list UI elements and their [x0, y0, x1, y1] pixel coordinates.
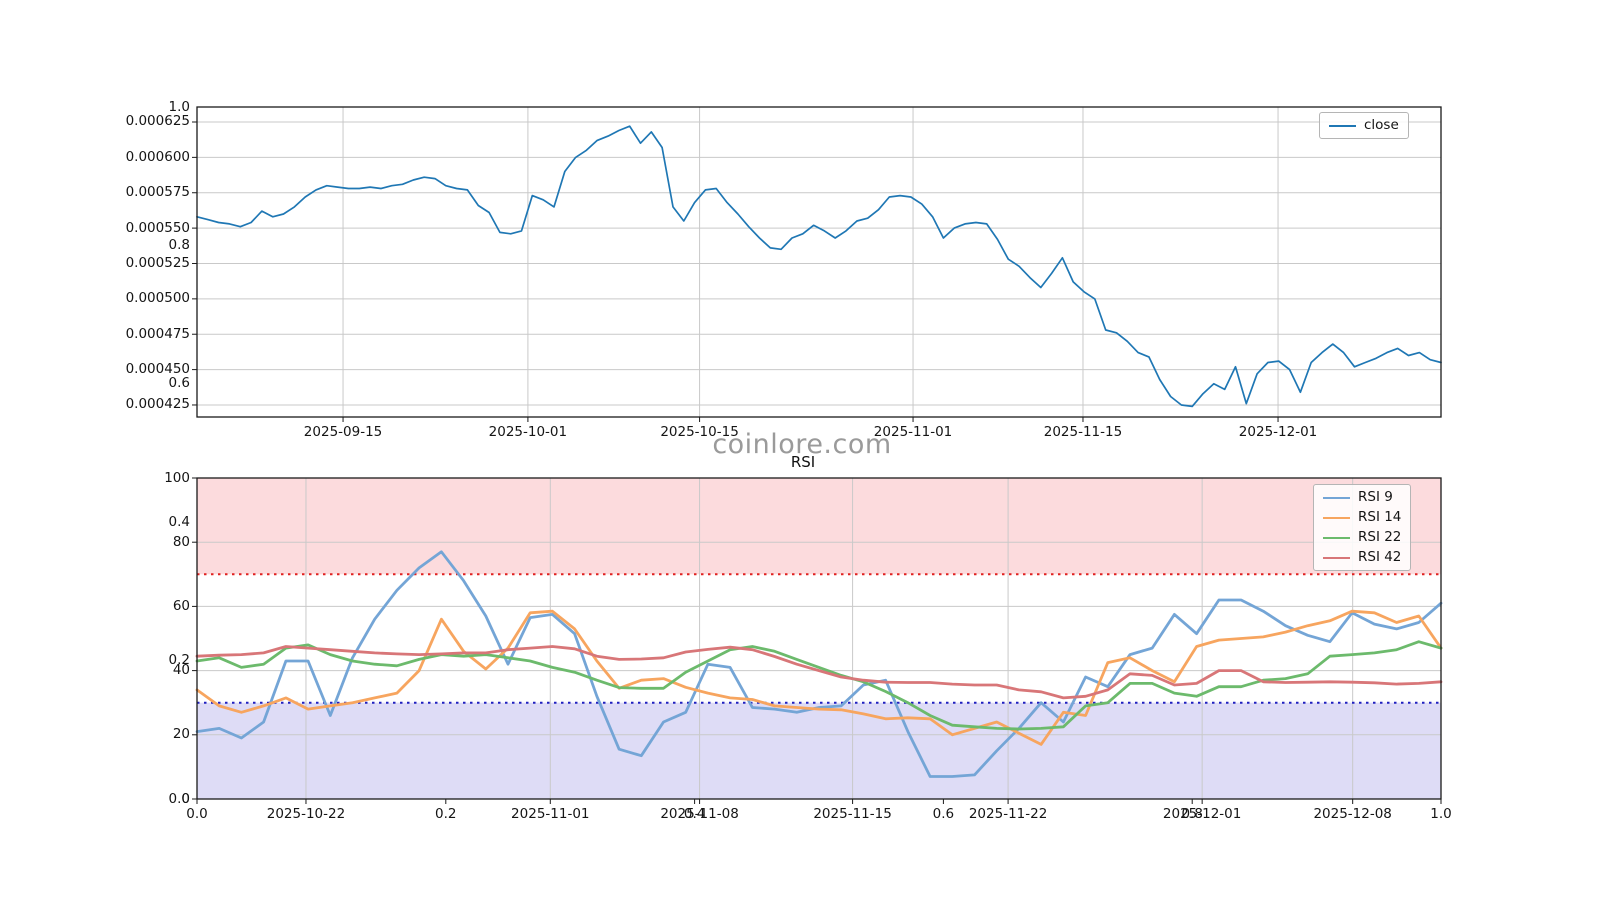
rsi-chart — [192, 477, 1443, 804]
price-legend: close — [1319, 112, 1409, 139]
y-tick-label: 0.000525 — [125, 254, 190, 271]
x-tick-label: 2025-10-01 — [488, 424, 568, 440]
x-tick-label: 2025-09-15 — [303, 424, 383, 440]
x-tick-label: 2025-12-01 — [1162, 806, 1242, 822]
oversold-zone — [197, 702, 1441, 799]
legend-label: RSI 22 — [1358, 529, 1402, 545]
overlay-y-tick-label: 0.6 — [168, 375, 190, 392]
series-rsi-9 — [195, 550, 1443, 778]
y-tick-label: 0 — [181, 790, 190, 807]
series-close — [196, 125, 1442, 408]
legend-label: RSI 42 — [1358, 549, 1402, 565]
legend-entry-rsi-22: RSI 22 — [1323, 530, 1401, 545]
rsi-chart-title: RSI — [790, 453, 816, 471]
y-tick-label: 80 — [172, 533, 190, 550]
x-tick-label: 2025-11-01 — [511, 806, 590, 822]
y-tick-label: 20 — [172, 726, 190, 743]
overlay-y-tick-label: 0.8 — [168, 236, 190, 253]
x-tick-label: 2025-11-01 — [873, 424, 953, 440]
y-tick-label: 0.000500 — [125, 290, 190, 307]
overlay-x-tick-label: 1.0 — [1430, 806, 1452, 822]
legend-entry-rsi-9: RSI 9 — [1323, 490, 1401, 505]
y-tick-label: 0.000475 — [125, 325, 190, 342]
series-rsi-14 — [195, 609, 1443, 746]
y-tick-label: 0.000550 — [125, 219, 190, 236]
overlay-y-tick-label: 0.4 — [168, 513, 190, 530]
y-tick-label: 0.000625 — [125, 113, 190, 130]
overlay-y-tick-label: 0.0 — [168, 790, 190, 807]
overlay-x-tick-label: 0.6 — [932, 806, 955, 822]
legend-label: RSI 9 — [1358, 489, 1393, 505]
x-tick-label: 2025-11-22 — [968, 806, 1048, 822]
legend-line-sample — [1323, 536, 1350, 539]
legend-label: RSI 14 — [1358, 509, 1402, 525]
overbought-zone — [197, 478, 1441, 575]
overlay-y-tick-label: 1.0 — [168, 98, 190, 115]
legend-line-sample — [1323, 496, 1350, 499]
legend-label: close — [1364, 117, 1399, 133]
legend-entry-rsi-42: RSI 42 — [1323, 550, 1401, 565]
legend-entry-close: close — [1329, 118, 1399, 133]
y-tick-label: 0.000600 — [125, 148, 190, 165]
y-tick-label: 40 — [172, 662, 190, 679]
x-tick-label: 2025-12-01 — [1238, 424, 1318, 440]
series-rsi-42 — [195, 645, 1443, 700]
rsi-legend: RSI 9 RSI 14 RSI 22 RSI 42 — [1313, 484, 1412, 571]
overlay-x-tick-label: 0.4 — [683, 806, 706, 822]
legend-line-sample — [1323, 556, 1350, 559]
legend-line-sample — [1323, 516, 1350, 519]
overlay-x-tick-label: 0.0 — [186, 806, 208, 822]
x-tick-label: 2025-10-22 — [266, 806, 346, 822]
y-tick-label: 0.000450 — [125, 361, 190, 378]
watermark: coinlore.com — [712, 429, 892, 460]
y-tick-label: 60 — [172, 597, 190, 614]
series-rsi-22 — [195, 640, 1443, 731]
y-tick-label: 100 — [164, 469, 190, 486]
x-tick-label: 2025-12-08 — [1313, 806, 1392, 822]
legend-line-sample — [1329, 124, 1356, 127]
x-tick-label: 2025-11-15 — [813, 806, 892, 822]
legend-entry-rsi-14: RSI 14 — [1323, 510, 1401, 525]
price-chart — [192, 106, 1442, 422]
y-tick-label: 0.000425 — [125, 396, 190, 413]
overlay-x-tick-label: 0.8 — [1181, 806, 1203, 822]
x-tick-label: 2025-11-15 — [1043, 424, 1123, 440]
overlay-y-tick-label: 0.2 — [168, 652, 190, 669]
x-tick-label: 2025-11-08 — [660, 806, 739, 822]
x-tick-label: 2025-10-15 — [660, 424, 739, 440]
y-tick-label: 0.000575 — [125, 184, 190, 201]
overlay-x-tick-label: 0.2 — [435, 806, 457, 822]
